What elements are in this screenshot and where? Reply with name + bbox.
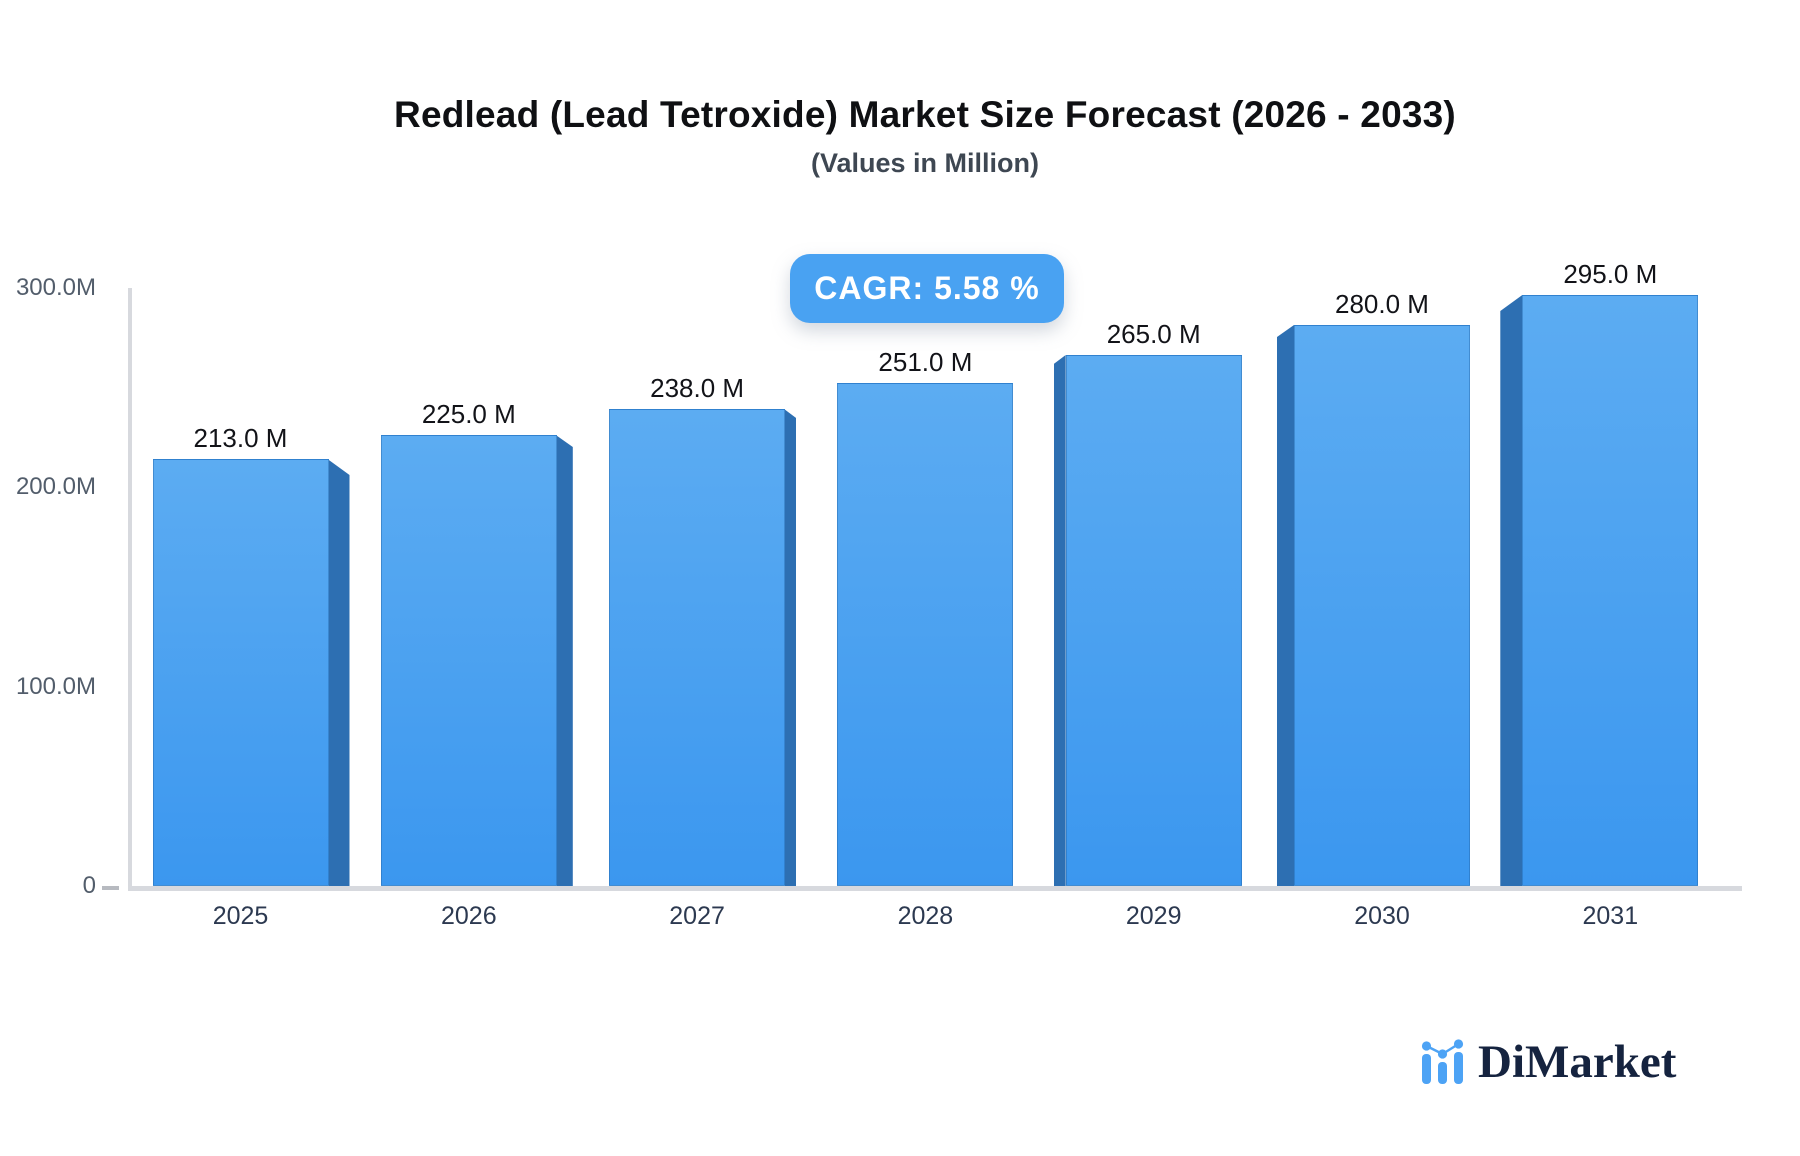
y-axis-tick-label: 100.0M <box>15 672 96 700</box>
bar-face <box>152 459 329 886</box>
y-axis-tick-label: 300.0M <box>15 274 96 301</box>
y-axis-line <box>128 288 132 888</box>
bar-2027 <box>609 409 797 886</box>
bar-face <box>1065 355 1242 886</box>
bar-value-label: 295.0 M <box>1563 259 1658 289</box>
bar-3d-side <box>1277 325 1294 886</box>
bar-3d-side <box>784 409 797 886</box>
bar-chart-logo-icon <box>1421 1039 1464 1084</box>
y-axis-tick-label: 200.0M <box>15 473 96 501</box>
logo-text: DiMarket <box>1478 1036 1677 1088</box>
y-axis-tick-label: 0 <box>82 872 96 899</box>
bar-face <box>1294 325 1470 886</box>
brand-watermark: DiMarket <box>1420 1036 1676 1088</box>
chart-title: Redlead (Lead Tetroxide) Market Size For… <box>394 94 1456 135</box>
bar-value-label: 251.0 M <box>878 347 973 377</box>
bar-face <box>609 409 786 886</box>
bar-3d-side <box>327 459 350 886</box>
bar-3d-side <box>555 435 573 886</box>
x-axis-label-2026: 2026 <box>440 902 497 930</box>
x-axis-label-2025: 2025 <box>212 902 269 930</box>
bar-2028 <box>837 383 1014 886</box>
chart-subtitle: (Values in Million) <box>810 148 1040 178</box>
x-axis-line <box>128 886 1742 891</box>
bar-3d-side <box>1500 295 1523 886</box>
x-axis-label-2030: 2030 <box>1354 902 1410 930</box>
x-axis-label-2031: 2031 <box>1582 902 1639 930</box>
bar-value-label: 265.0 M <box>1106 319 1201 349</box>
bar-value-label: 238.0 M <box>650 373 745 403</box>
x-axis-label-2027: 2027 <box>669 902 725 930</box>
cagr-badge-label: CAGR: 5.58 % <box>814 270 1040 306</box>
bar-value-label: 280.0 M <box>1335 289 1429 319</box>
bar-2026 <box>380 435 574 886</box>
bar-face <box>837 383 1014 886</box>
cagr-badge: CAGR: 5.58 % <box>790 254 1064 323</box>
bar-2029 <box>1053 355 1242 886</box>
bar-3d-side <box>1053 355 1066 886</box>
bar-2031 <box>1500 295 1699 886</box>
x-axis-label-2028: 2028 <box>897 902 954 930</box>
bar-face <box>1522 295 1699 886</box>
bar-face <box>380 435 557 886</box>
bar-2030 <box>1277 325 1470 886</box>
x-axis-label-2029: 2029 <box>1125 902 1182 930</box>
bar-value-label: 213.0 M <box>193 423 288 453</box>
bar-value-label: 225.0 M <box>421 399 516 429</box>
bar-2025 <box>152 459 351 886</box>
zero-tick-mark <box>102 886 119 890</box>
